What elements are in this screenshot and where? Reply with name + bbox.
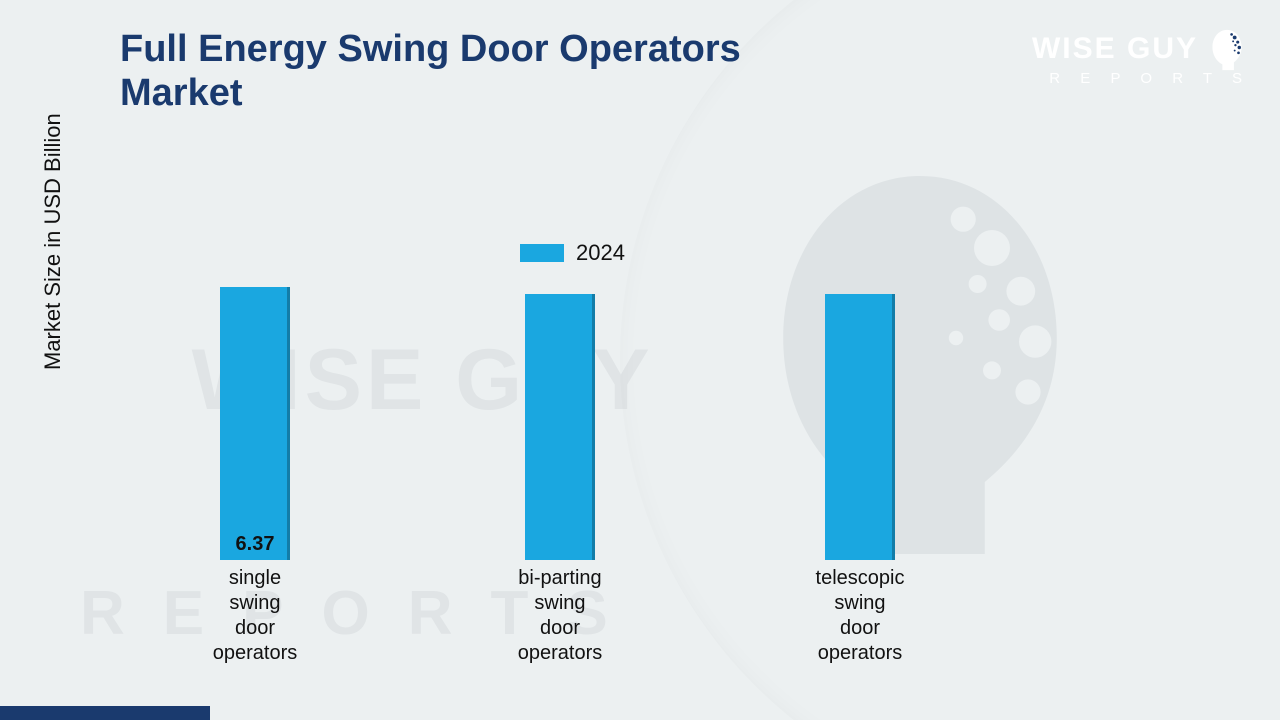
bar-value-label: 6.37 [236,533,275,560]
footer-accent-bar [0,706,210,720]
plot-region: 6.37singleswingdooroperatorsbi-partingsw… [180,260,940,560]
logo-line2: R E P O R T S [1032,70,1250,87]
chart-canvas: WISE GUY REPORTS Full Energy Swing Door … [0,0,1280,720]
logo-line1: WISE GUY [1032,32,1198,66]
bar [220,287,290,560]
bar-category-label: bi-partingswingdooroperators [480,560,640,666]
bar [525,294,595,560]
chart-title: Full Energy Swing Door Operators Market [120,28,840,115]
chart-area: 6.37singleswingdooroperators bi-partingsw… [120,150,940,690]
bar-category-label: telescopicswingdooroperators [780,560,940,666]
bar [825,294,895,560]
y-axis-label: Market Size in USD Billion [40,113,66,370]
brand-logo: WISE GUY R E P O R T S [1032,26,1250,87]
logo-head-icon [1204,26,1250,72]
bar-category-label: singleswingdooroperators [175,560,335,666]
